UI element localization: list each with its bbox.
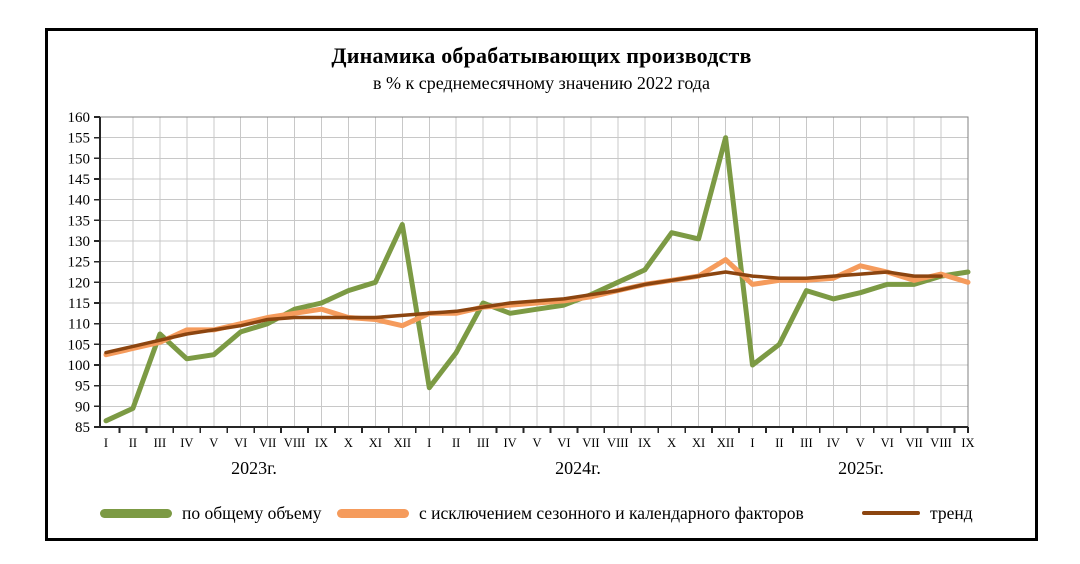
svg-text:110: 110 <box>68 317 90 333</box>
legend-label-seasonally-adjusted: с исключением сезонного и календарного ф… <box>419 502 804 523</box>
svg-text:VII: VII <box>582 436 599 450</box>
svg-text:IX: IX <box>961 436 974 450</box>
svg-text:IX: IX <box>638 436 651 450</box>
svg-text:V: V <box>856 436 865 450</box>
svg-text:VII: VII <box>259 436 276 450</box>
svg-text:VIII: VIII <box>284 436 306 450</box>
legend-label-total: по общему объему <box>182 502 322 523</box>
svg-text:I: I <box>427 436 431 450</box>
svg-text:IV: IV <box>827 436 840 450</box>
gridlines <box>100 117 969 427</box>
svg-text:VI: VI <box>881 436 894 450</box>
chart-subtitle: в % к среднемесячному значению 2022 года <box>373 73 710 93</box>
series-line-2 <box>104 270 943 355</box>
svg-text:III: III <box>800 436 813 450</box>
svg-text:160: 160 <box>68 110 91 126</box>
legend-item-seasonally-adjusted: с исключением сезонного и календарного ф… <box>337 500 804 526</box>
legend-swatch-trend <box>862 511 920 515</box>
svg-text:145: 145 <box>68 172 91 188</box>
svg-text:150: 150 <box>68 151 91 167</box>
svg-text:VIII: VIII <box>930 436 952 450</box>
svg-text:IV: IV <box>503 436 516 450</box>
svg-text:120: 120 <box>68 275 91 291</box>
svg-text:X: X <box>667 436 676 450</box>
svg-text:VI: VI <box>557 436 570 450</box>
svg-text:XII: XII <box>717 436 734 450</box>
svg-text:III: III <box>154 436 167 450</box>
year-label-2025: 2025г. <box>838 458 884 478</box>
chart-frame: Динамика обрабатывающих производств в % … <box>45 28 1038 541</box>
svg-text:II: II <box>775 436 783 450</box>
x-axis-labels: I II III IV V VI VII VIII IX X XI XII I II III IV V VI VII… <box>104 436 975 450</box>
svg-text:95: 95 <box>75 379 90 395</box>
legend-swatch-seasonally-adjusted <box>337 508 409 518</box>
svg-text:IX: IX <box>315 436 328 450</box>
svg-text:I: I <box>750 436 754 450</box>
svg-text:XII: XII <box>394 436 411 450</box>
svg-text:115: 115 <box>68 296 90 312</box>
legend-item-trend: тренд <box>862 500 973 526</box>
series-line-0 <box>103 135 971 424</box>
svg-text:155: 155 <box>68 131 91 147</box>
year-label-2023: 2023г. <box>231 458 277 478</box>
legend-item-total: по общему объему <box>100 500 321 526</box>
svg-text:130: 130 <box>68 234 91 250</box>
svg-text:105: 105 <box>68 337 91 353</box>
legend-swatch-total <box>100 508 172 518</box>
svg-text:II: II <box>452 436 460 450</box>
svg-text:VIII: VIII <box>607 436 629 450</box>
svg-text:XI: XI <box>369 436 382 450</box>
series-line-1 <box>103 257 971 358</box>
legend-label-trend: тренд <box>930 502 973 523</box>
svg-text:100: 100 <box>68 358 91 374</box>
svg-text:135: 135 <box>68 213 91 229</box>
svg-text:II: II <box>129 436 137 450</box>
svg-text:125: 125 <box>68 255 91 271</box>
svg-text:90: 90 <box>75 399 90 415</box>
y-axis-labels: 85 90 95 100 105 110 115 120 125 130 135 140 145 150 1… <box>68 110 91 436</box>
svg-text:XI: XI <box>692 436 705 450</box>
svg-text:V: V <box>532 436 541 450</box>
svg-text:V: V <box>209 436 218 450</box>
svg-text:VII: VII <box>905 436 922 450</box>
svg-text:III: III <box>477 436 490 450</box>
year-label-2024: 2024г. <box>555 458 601 478</box>
svg-text:IV: IV <box>180 436 193 450</box>
svg-text:85: 85 <box>75 420 90 436</box>
axes <box>94 116 969 433</box>
svg-text:140: 140 <box>68 193 91 209</box>
svg-text:VI: VI <box>234 436 247 450</box>
chart-title: Динамика обрабатывающих производств <box>331 43 752 68</box>
chart-legend: по общему объему с исключением сезонного… <box>0 500 1080 526</box>
svg-text:I: I <box>104 436 108 450</box>
svg-text:X: X <box>344 436 353 450</box>
plot-border <box>99 116 969 428</box>
